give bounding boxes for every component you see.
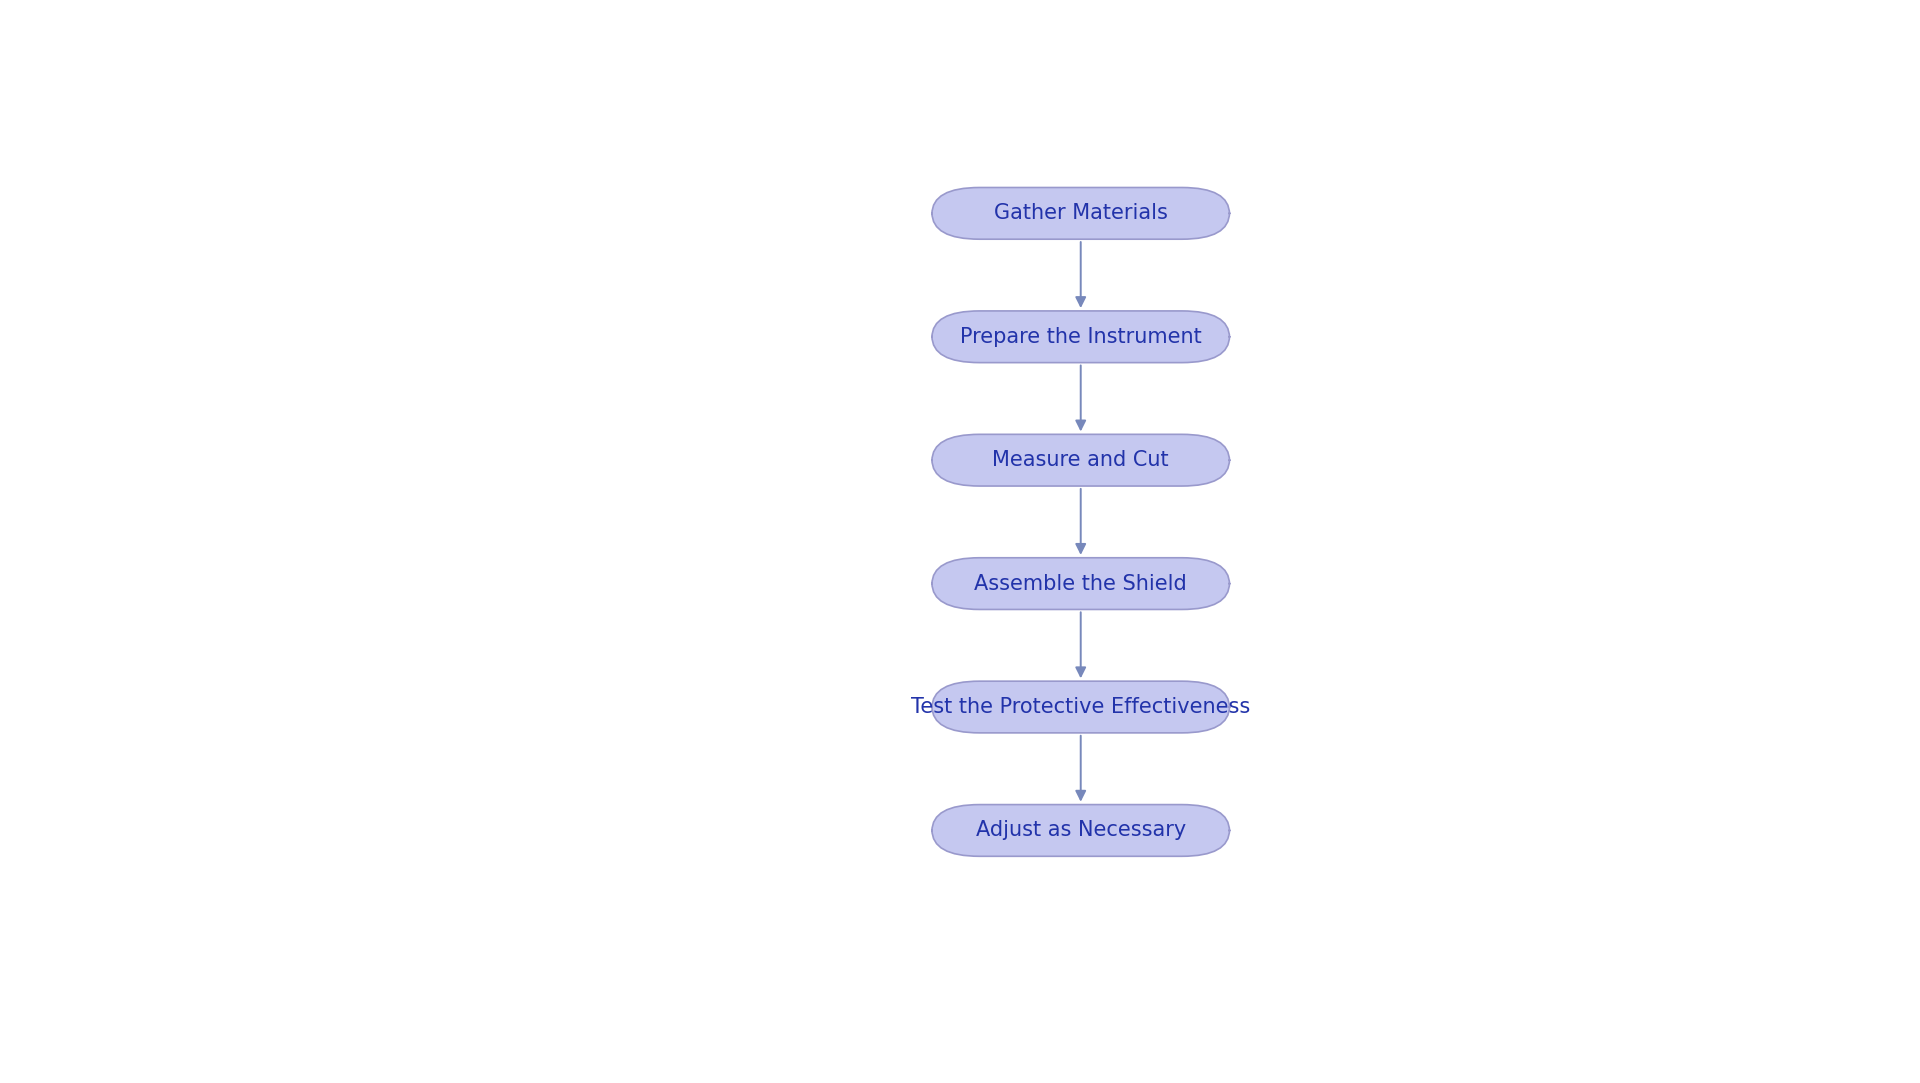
Text: Test the Protective Effectiveness: Test the Protective Effectiveness	[912, 697, 1250, 717]
FancyBboxPatch shape	[931, 434, 1229, 486]
Text: Assemble the Shield: Assemble the Shield	[973, 574, 1187, 593]
Text: Adjust as Necessary: Adjust as Necessary	[975, 821, 1187, 840]
FancyBboxPatch shape	[931, 681, 1229, 733]
Text: Measure and Cut: Measure and Cut	[993, 451, 1169, 470]
Text: Prepare the Instrument: Prepare the Instrument	[960, 327, 1202, 347]
FancyBboxPatch shape	[931, 187, 1229, 239]
FancyBboxPatch shape	[931, 311, 1229, 363]
Text: Gather Materials: Gather Materials	[995, 204, 1167, 223]
FancyBboxPatch shape	[931, 558, 1229, 610]
FancyBboxPatch shape	[931, 805, 1229, 857]
